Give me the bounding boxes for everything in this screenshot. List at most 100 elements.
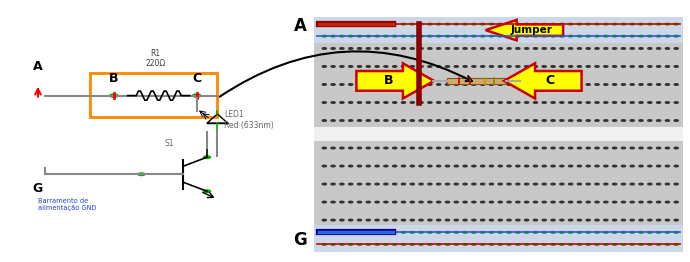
Text: Jumper: Jumper bbox=[511, 25, 552, 35]
Circle shape bbox=[454, 102, 458, 103]
Circle shape bbox=[551, 201, 555, 203]
Circle shape bbox=[331, 102, 335, 103]
Circle shape bbox=[340, 165, 344, 167]
Circle shape bbox=[498, 183, 502, 185]
Circle shape bbox=[402, 165, 406, 167]
Circle shape bbox=[524, 66, 529, 67]
Circle shape bbox=[551, 23, 555, 25]
Circle shape bbox=[410, 201, 414, 203]
Circle shape bbox=[428, 183, 432, 185]
Circle shape bbox=[366, 201, 371, 203]
Circle shape bbox=[586, 183, 591, 185]
Circle shape bbox=[489, 120, 493, 121]
Circle shape bbox=[322, 147, 326, 149]
Bar bbox=[314, 127, 683, 141]
Circle shape bbox=[507, 120, 511, 121]
Circle shape bbox=[524, 232, 529, 233]
Circle shape bbox=[622, 66, 626, 67]
Circle shape bbox=[665, 165, 669, 167]
Circle shape bbox=[507, 84, 511, 85]
Circle shape bbox=[340, 102, 344, 103]
Circle shape bbox=[348, 183, 353, 185]
Circle shape bbox=[437, 232, 441, 233]
Circle shape bbox=[648, 201, 652, 203]
Circle shape bbox=[542, 147, 546, 149]
Circle shape bbox=[463, 102, 467, 103]
Circle shape bbox=[648, 66, 652, 67]
Circle shape bbox=[322, 102, 326, 103]
Circle shape bbox=[357, 23, 362, 25]
Circle shape bbox=[419, 183, 423, 185]
Circle shape bbox=[595, 165, 599, 167]
Circle shape bbox=[533, 35, 538, 37]
Circle shape bbox=[622, 23, 626, 25]
Circle shape bbox=[560, 84, 564, 85]
Circle shape bbox=[569, 147, 573, 149]
Circle shape bbox=[463, 219, 467, 221]
Circle shape bbox=[542, 35, 546, 37]
Circle shape bbox=[384, 219, 388, 221]
Circle shape bbox=[472, 84, 476, 85]
Bar bbox=[90, 73, 217, 117]
Circle shape bbox=[384, 120, 388, 121]
Circle shape bbox=[357, 66, 362, 67]
Circle shape bbox=[533, 23, 538, 25]
Circle shape bbox=[515, 219, 520, 221]
Circle shape bbox=[595, 183, 599, 185]
Circle shape bbox=[498, 232, 502, 233]
Circle shape bbox=[560, 165, 564, 167]
Circle shape bbox=[340, 84, 344, 85]
Circle shape bbox=[560, 201, 564, 203]
Circle shape bbox=[665, 219, 669, 221]
Circle shape bbox=[489, 244, 493, 245]
Circle shape bbox=[665, 84, 669, 85]
Circle shape bbox=[657, 165, 661, 167]
Circle shape bbox=[437, 120, 441, 121]
Circle shape bbox=[524, 102, 529, 103]
Circle shape bbox=[454, 35, 458, 37]
Circle shape bbox=[357, 35, 362, 37]
Circle shape bbox=[480, 147, 484, 149]
Circle shape bbox=[384, 165, 388, 167]
Circle shape bbox=[524, 23, 529, 25]
Circle shape bbox=[648, 48, 652, 49]
Circle shape bbox=[622, 48, 626, 49]
Circle shape bbox=[622, 147, 626, 149]
Circle shape bbox=[384, 23, 388, 25]
Circle shape bbox=[419, 244, 423, 245]
Circle shape bbox=[586, 35, 591, 37]
Circle shape bbox=[665, 147, 669, 149]
Circle shape bbox=[542, 48, 546, 49]
Circle shape bbox=[472, 201, 476, 203]
Circle shape bbox=[357, 232, 362, 233]
Circle shape bbox=[595, 120, 599, 121]
Circle shape bbox=[463, 84, 467, 85]
Circle shape bbox=[463, 201, 467, 203]
Circle shape bbox=[665, 48, 669, 49]
Circle shape bbox=[446, 232, 450, 233]
Circle shape bbox=[674, 183, 678, 185]
Circle shape bbox=[393, 201, 397, 203]
Circle shape bbox=[551, 35, 555, 37]
Circle shape bbox=[569, 48, 573, 49]
Circle shape bbox=[498, 219, 502, 221]
Circle shape bbox=[375, 48, 380, 49]
Circle shape bbox=[384, 183, 388, 185]
Circle shape bbox=[340, 48, 344, 49]
Circle shape bbox=[472, 23, 476, 25]
Circle shape bbox=[595, 244, 599, 245]
Circle shape bbox=[489, 102, 493, 103]
Circle shape bbox=[569, 232, 573, 233]
Circle shape bbox=[357, 48, 362, 49]
Circle shape bbox=[674, 84, 678, 85]
Circle shape bbox=[393, 66, 397, 67]
Circle shape bbox=[384, 35, 388, 37]
Circle shape bbox=[472, 102, 476, 103]
Circle shape bbox=[622, 120, 626, 121]
Circle shape bbox=[586, 232, 591, 233]
Circle shape bbox=[446, 244, 450, 245]
Circle shape bbox=[630, 244, 634, 245]
Circle shape bbox=[648, 23, 652, 25]
Circle shape bbox=[366, 219, 371, 221]
Circle shape bbox=[331, 35, 335, 37]
